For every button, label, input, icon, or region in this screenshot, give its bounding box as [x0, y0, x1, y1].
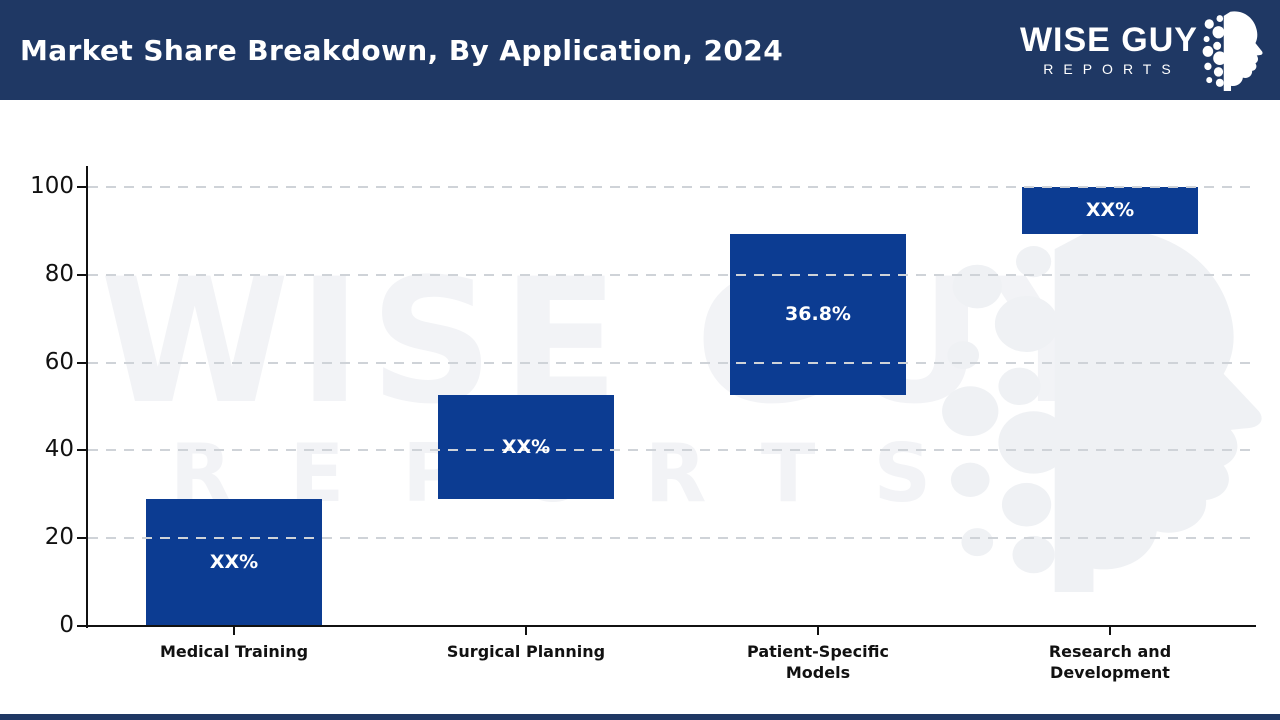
y-tick-label: 0 — [59, 612, 74, 638]
logo-text: WISE GUY REPORTS — [1020, 23, 1198, 77]
y-tick-mark — [77, 186, 86, 188]
bar-segment — [1022, 187, 1198, 234]
x-category-label: Medical Training — [159, 642, 309, 661]
x-tick-mark — [1109, 627, 1111, 635]
logo-wordmark: WISE GUY — [1019, 21, 1198, 59]
wise-guy-logo: WISE GUY REPORTS — [1020, 9, 1266, 91]
chart-title: Market Share Breakdown, By Application, … — [20, 33, 784, 67]
gridline-40 — [88, 449, 1256, 452]
gridline-100 — [88, 186, 1256, 188]
y-tick-label: 20 — [44, 524, 74, 551]
x-tick-mark — [525, 627, 527, 635]
y-tick-mark — [77, 273, 86, 276]
footer-bar — [0, 714, 1280, 720]
y-tick-label: 100 — [30, 173, 74, 199]
x-tick-mark — [233, 627, 235, 635]
logo-subtext: REPORTS — [1043, 61, 1181, 77]
x-tick-mark — [817, 627, 819, 635]
y-tick-mark — [77, 449, 86, 452]
bar-value-label: XX% — [501, 435, 551, 458]
bar-value-label: XX% — [1085, 199, 1135, 222]
y-tick-mark — [77, 361, 86, 364]
gridline-60 — [88, 361, 1256, 364]
y-axis-line — [86, 166, 88, 628]
x-category-label: Surgical Planning — [446, 642, 606, 661]
y-tick-label: 80 — [44, 260, 74, 287]
y-tick-label: 40 — [44, 436, 74, 463]
bar-value-label: XX% — [209, 551, 259, 574]
y-tick-mark — [77, 625, 86, 627]
header-bar: Market Share Breakdown, By Application, … — [0, 0, 1280, 100]
x-category-label: Research and Development — [1048, 642, 1172, 682]
gridline-80 — [88, 273, 1256, 276]
gridline-20 — [88, 537, 1256, 540]
wise-guy-head-icon — [1202, 11, 1263, 91]
bar-segment — [146, 498, 322, 626]
x-axis-line — [86, 625, 1256, 627]
y-tick-label: 60 — [44, 348, 74, 375]
bar-value-label: 36.8% — [785, 303, 851, 326]
bar-segment — [730, 233, 906, 396]
y-tick-mark — [77, 537, 86, 540]
x-category-label: Patient-Specific Models — [747, 642, 889, 682]
bar-segment — [438, 395, 614, 499]
